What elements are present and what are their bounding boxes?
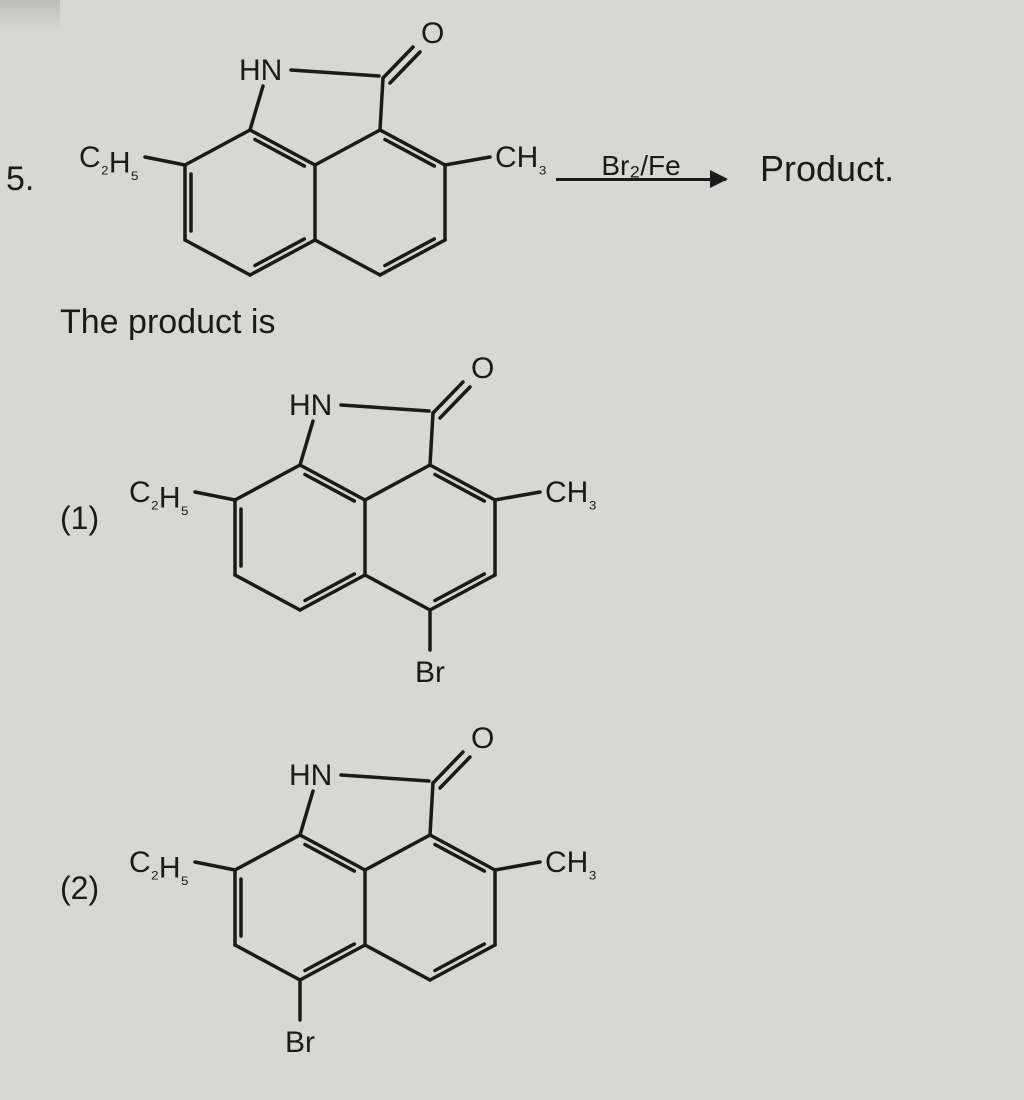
svg-text:Br: Br [285, 1026, 315, 1059]
starting-material-structure: HN O CH₃ C₂H₅ [70, 15, 550, 305]
svg-text:O: O [471, 352, 494, 385]
option-1-number: (1) [60, 500, 99, 537]
svg-text:HN: HN [289, 389, 332, 422]
scan-artifact [0, 0, 60, 30]
page: 5. HN O CH₃ C₂H₅ Br₂/Fe Product. The produc… [0, 0, 1024, 1100]
svg-text:O: O [421, 17, 444, 50]
prompt-text: The product is [60, 303, 275, 342]
option-1-structure: HN O CH₃ C₂H₅ Br [120, 350, 600, 700]
arrow-line [556, 178, 726, 181]
option-2-structure: HN O CH₃ C₂H₅ Br [120, 720, 600, 1080]
svg-text:C₂H₅: C₂H₅ [79, 141, 139, 183]
svg-text:HN: HN [289, 759, 332, 792]
question-number: 5. [6, 160, 34, 199]
option-2-number: (2) [60, 870, 99, 907]
product-word: Product. [760, 148, 894, 190]
svg-text:CH₃: CH₃ [545, 846, 597, 882]
reaction-arrow: Br₂/Fe [556, 150, 726, 181]
svg-text:O: O [471, 722, 494, 755]
svg-text:Br: Br [415, 656, 445, 689]
svg-text:C₂H₅: C₂H₅ [129, 476, 189, 518]
svg-text:HN: HN [239, 54, 282, 87]
svg-text:CH₃: CH₃ [545, 476, 597, 512]
svg-text:CH₃: CH₃ [495, 141, 547, 177]
svg-text:C₂H₅: C₂H₅ [129, 846, 189, 888]
